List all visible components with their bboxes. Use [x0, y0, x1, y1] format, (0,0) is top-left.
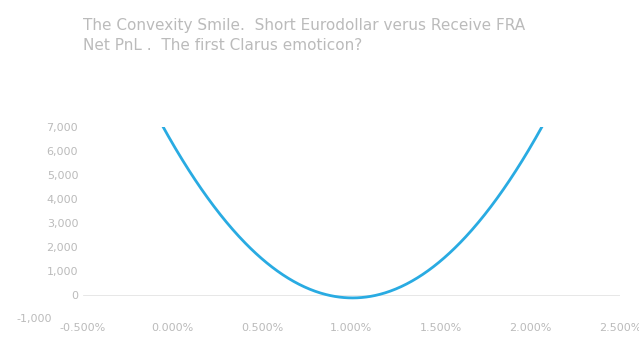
Text: The Convexity Smile.  Short Eurodollar verus Receive FRA
Net PnL .  The first Cl: The Convexity Smile. Short Eurodollar ve… [83, 18, 525, 53]
Text: -1,000: -1,000 [17, 313, 52, 324]
